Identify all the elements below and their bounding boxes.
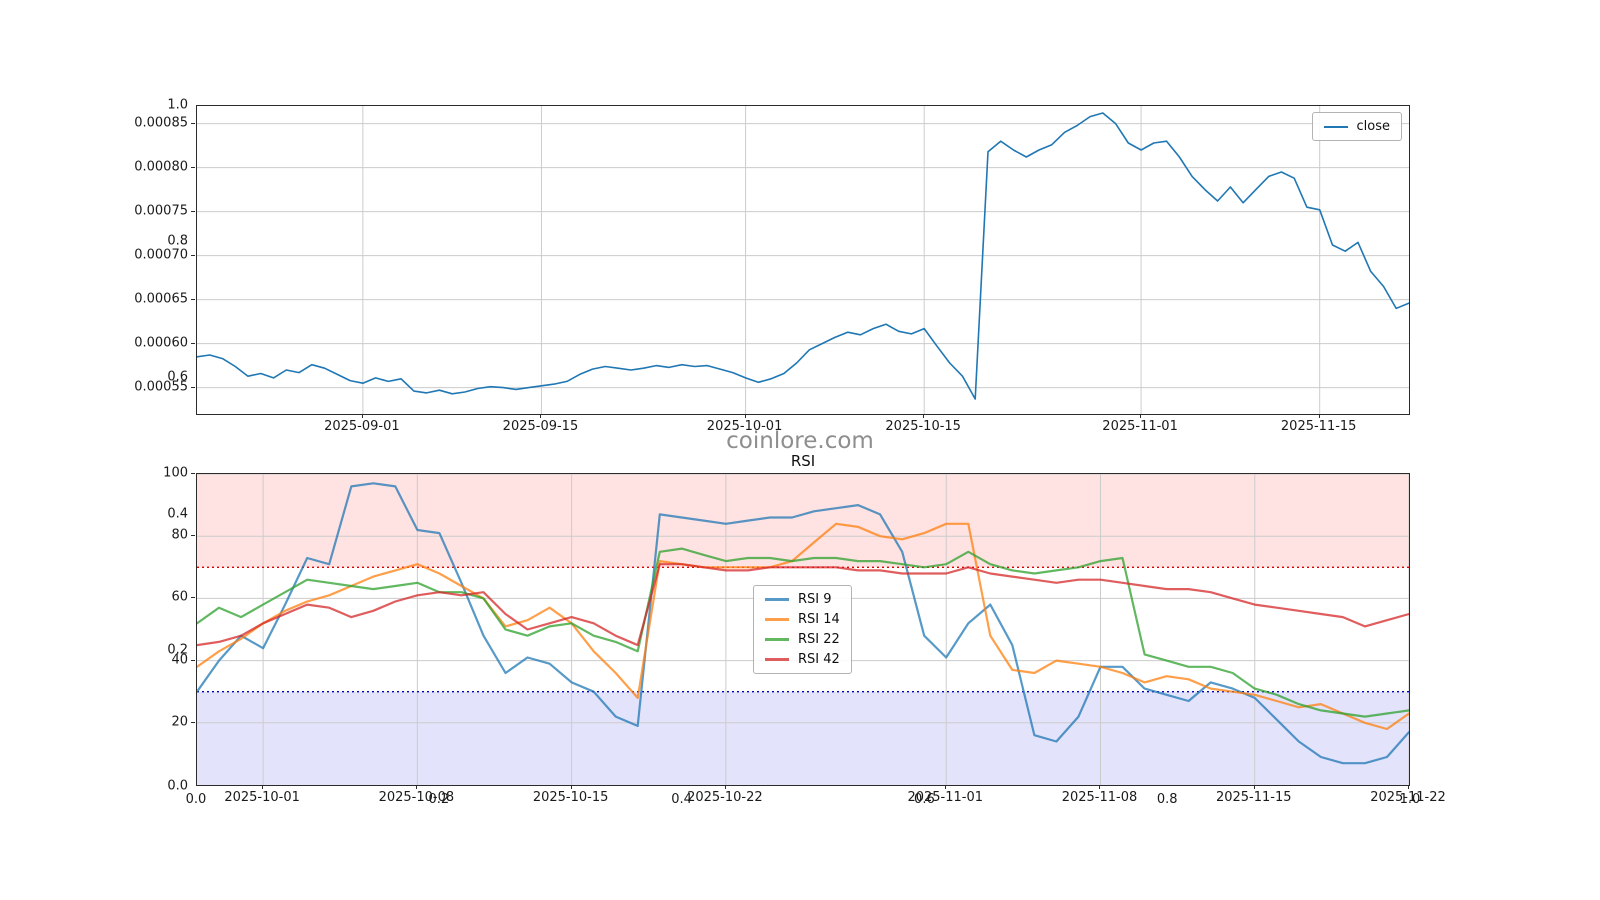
rsi-22-line-swatch — [765, 638, 789, 641]
rsi-42-line-swatch — [765, 658, 789, 661]
x-tick-mark — [923, 414, 925, 418]
y-tick-mark — [191, 298, 195, 300]
legend-label-rsi-14: RSI 14 — [798, 612, 840, 627]
rsi-legend: RSI 9 RSI 14 RSI 22 RSI 42 — [753, 585, 852, 674]
legend-label-rsi-42: RSI 42 — [798, 652, 840, 667]
x-tick-label: 2025-10-01 — [706, 419, 783, 434]
watermark: coinlore.com — [726, 428, 874, 454]
y-tick-label: 100 — [163, 465, 188, 481]
x-tick-label: 2025-11-01 — [1102, 419, 1178, 434]
rsi-14-line — [197, 522, 1409, 731]
y-tick-label: 0.2 — [167, 642, 188, 658]
y-tick-label: 1.0 — [167, 97, 188, 113]
x-tick-label: 2025-11-22 — [1370, 790, 1446, 805]
y-tick-mark — [191, 659, 195, 661]
x-tick-mark — [361, 414, 363, 418]
rsi-22-line — [197, 547, 1409, 718]
x-tick-label: 2025-10-15 — [532, 790, 609, 805]
y-tick-label: 60 — [171, 589, 188, 605]
y-tick-label: 0.00080 — [134, 159, 188, 175]
x-tick-mark — [1318, 414, 1320, 418]
legend-item-rsi-22: RSI 22 — [765, 632, 840, 647]
legend-label-rsi-9: RSI 9 — [798, 592, 832, 607]
x-tick-label: 0.0 — [185, 792, 207, 807]
legend-item-rsi-9: RSI 9 — [765, 592, 840, 607]
price-panel: close — [196, 105, 1410, 415]
y-tick-mark — [191, 254, 195, 256]
x-tick-mark — [744, 414, 746, 418]
x-tick-mark — [262, 785, 264, 789]
rsi-9-line — [197, 482, 1409, 765]
x-tick-mark — [1253, 785, 1255, 789]
y-tick-mark — [191, 386, 195, 388]
x-tick-label: 2025-10-01 — [224, 790, 300, 805]
y-tick-mark — [191, 210, 195, 212]
y-tick-label: 0.4 — [167, 506, 188, 522]
y-tick-mark — [191, 122, 195, 124]
y-tick-label: 0.0 — [167, 778, 188, 794]
close-line-swatch — [1323, 125, 1348, 128]
x-tick-label: 2025-11-08 — [1061, 790, 1138, 805]
x-tick-mark — [570, 785, 572, 789]
x-tick-mark — [416, 785, 418, 789]
y-tick-label: 80 — [171, 527, 188, 543]
x-tick-label: 2025-09-15 — [502, 419, 579, 434]
x-tick-mark — [1099, 785, 1101, 789]
x-tick-mark — [724, 785, 726, 789]
x-tick-label: 2025-09-01 — [324, 419, 400, 434]
y-tick-mark — [191, 721, 195, 723]
y-tick-label: 0.00060 — [134, 335, 188, 351]
x-tick-mark — [1140, 414, 1142, 418]
price-legend: close — [1311, 112, 1402, 141]
rsi-panel: RSI 9 RSI 14 RSI 22 RSI 42 — [196, 473, 1410, 786]
y-tick-mark — [191, 342, 195, 344]
rsi-14-line-swatch — [765, 618, 789, 621]
overbought-region — [197, 474, 1409, 568]
y-tick-mark — [191, 535, 195, 537]
y-tick-label: 0.00055 — [134, 379, 188, 395]
x-tick-mark — [1408, 785, 1409, 789]
y-tick-label: 0.00070 — [134, 247, 188, 263]
y-tick-label: 0.6 — [167, 369, 188, 385]
y-tick-label: 20 — [171, 714, 188, 730]
panel-price-svg — [197, 106, 1409, 414]
rsi-9-line-swatch — [765, 598, 789, 601]
legend-label-rsi-22: RSI 22 — [798, 632, 840, 647]
y-tick-label: 0.00085 — [134, 115, 188, 131]
y-tick-mark — [191, 166, 195, 168]
x-tick-label: 2025-10-08 — [378, 790, 455, 805]
legend-item-close: close — [1323, 119, 1390, 134]
x-tick-label: 2025-11-15 — [1215, 790, 1292, 805]
y-tick-label: 40 — [171, 652, 188, 668]
x-tick-label: 0.8 — [1156, 792, 1178, 807]
y-tick-label: 0.00065 — [134, 291, 188, 307]
y-tick-mark — [191, 473, 195, 474]
x-tick-label: 2025-10-22 — [687, 790, 763, 805]
legend-label-close: close — [1356, 119, 1390, 134]
y-tick-mark — [191, 597, 195, 599]
oversold-region — [197, 691, 1409, 785]
x-tick-label: 0.6 — [914, 792, 935, 807]
legend-item-rsi-14: RSI 14 — [765, 612, 840, 627]
x-tick-label: 1.0 — [1399, 792, 1421, 807]
x-tick-mark — [945, 785, 947, 789]
rsi-title: RSI — [790, 452, 816, 470]
y-tick-label: 0.8 — [167, 233, 188, 249]
x-tick-label: 2025-10-15 — [885, 419, 961, 434]
panel-rsi-svg — [197, 474, 1409, 785]
x-tick-label: 0.2 — [428, 792, 450, 807]
legend-item-rsi-42: RSI 42 — [765, 652, 840, 667]
y-tick-label: 0.00075 — [134, 203, 188, 219]
x-tick-label: 2025-11-01 — [907, 790, 984, 805]
close-line — [197, 112, 1409, 400]
rsi-42-line — [197, 563, 1409, 647]
x-tick-mark — [540, 414, 542, 418]
x-tick-label: 0.4 — [671, 792, 692, 807]
x-tick-label: 2025-11-15 — [1280, 419, 1357, 434]
